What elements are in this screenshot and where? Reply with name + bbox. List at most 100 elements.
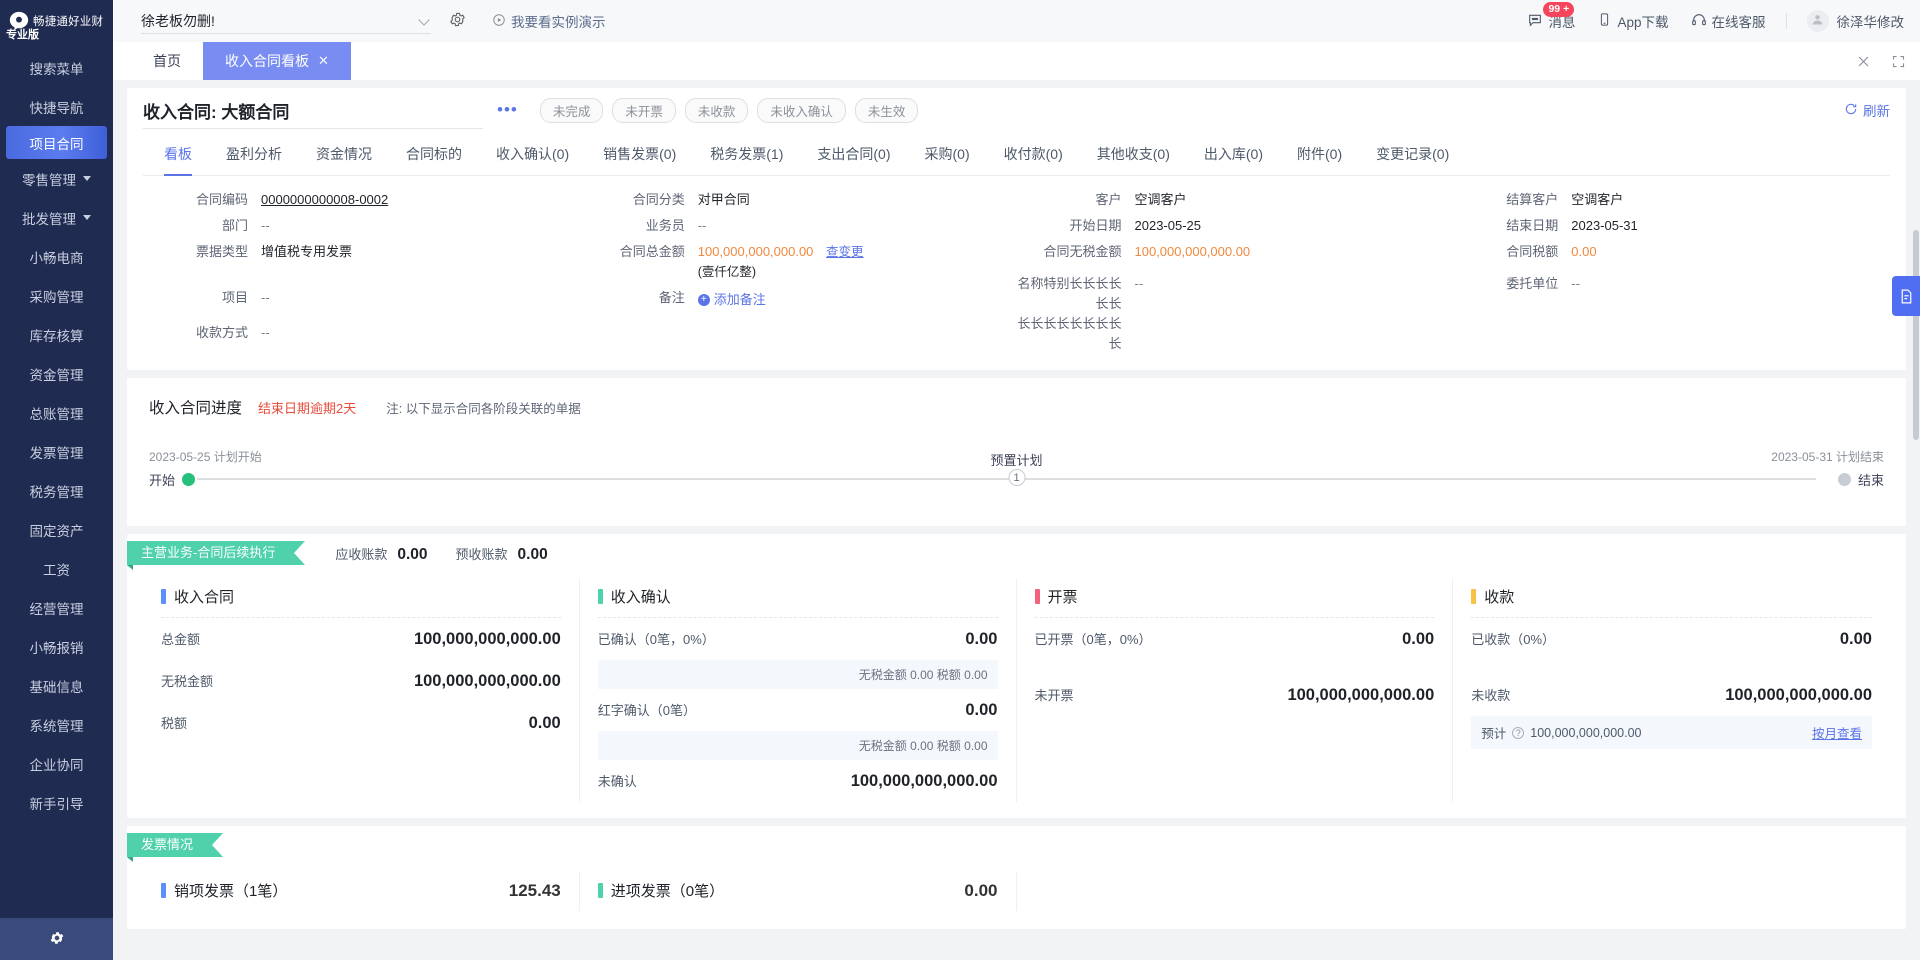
view-change-link[interactable]: 查变更 — [826, 245, 864, 259]
sidebar-item-3[interactable]: 零售管理 — [0, 159, 113, 198]
tab-purchase[interactable]: 采购(0) — [908, 132, 987, 175]
tab-attachment[interactable]: 附件(0) — [1280, 132, 1359, 175]
sidebar-item-0[interactable]: 搜索菜单 — [0, 48, 113, 87]
progress-end-node[interactable]: 结束 — [1837, 470, 1884, 489]
info-row: 委托单位 -- — [1453, 274, 1874, 294]
sidebar-item-12[interactable]: 固定资产 — [0, 510, 113, 549]
info-column-1: 合同编码 0000000000008-0002 部门 -- 票据类型 增值税专用… — [143, 190, 580, 360]
online-service-button[interactable]: 在线客服 — [1691, 11, 1766, 31]
kpi-card-header: 收入合同 — [161, 578, 561, 617]
view-by-month-link[interactable]: 按月查看 — [1811, 727, 1862, 741]
page-scrollbar[interactable] — [1913, 230, 1919, 440]
progress-mid-node[interactable]: 预置计划 1 — [991, 453, 1043, 486]
kpi-grid: 收入合同 总金额 100,000,000,000.00 无税金额 100,000… — [127, 574, 1906, 802]
avatar[interactable] — [1806, 10, 1829, 32]
tab-expense-contract[interactable]: 支出合同(0) — [800, 132, 907, 175]
tab-fund-status[interactable]: 资金情况 — [299, 132, 389, 175]
sidebar-settings-button[interactable] — [0, 918, 113, 960]
tab-profit-analysis[interactable]: 盈利分析 — [209, 132, 299, 175]
refresh-icon — [1844, 102, 1858, 119]
settings-button[interactable] — [449, 11, 466, 31]
invoice-card-value: 0.00 — [964, 880, 998, 900]
contract-code-link[interactable]: 0000000000008-0002 — [261, 192, 389, 207]
chevron-down-icon — [83, 176, 91, 181]
progress-start-node[interactable]: 开始 — [149, 470, 196, 489]
add-note-button[interactable]: + 添加备注 — [697, 290, 766, 310]
messages-button[interactable]: 消息 99 + — [1527, 2, 1576, 31]
progress-start-date: 2023-05-25 计划开始 — [149, 450, 262, 464]
tab-payment[interactable]: 收付款(0) — [987, 132, 1080, 175]
question-icon[interactable]: ? — [1512, 726, 1525, 739]
tab-other-income-expense[interactable]: 其他收支(0) — [1080, 132, 1187, 175]
page-body[interactable]: 收入合同: 大额合同 ••• 未完成 未开票 未收款 未收入确认 未生效 — [113, 80, 1920, 960]
sidebar-item-5[interactable]: 小畅电商 — [0, 237, 113, 276]
progress-line — [197, 478, 1816, 480]
sidebar-item-15[interactable]: 小畅报销 — [0, 627, 113, 666]
messages-label: 消息 — [1548, 15, 1576, 30]
kpi-card-receipt: 收款 已收款（0%） 0.00 未收款 100,000,000,000.00 — [1453, 578, 1890, 802]
invoice-card-header: 销项发票（1笔） 125.43 — [161, 872, 561, 911]
window-tab-home[interactable]: 首页 — [131, 42, 203, 80]
sidebar-item-2[interactable]: 项目合同 — [6, 126, 107, 159]
account-select[interactable]: 徐老板勿删! — [141, 8, 431, 34]
color-bar-icon — [161, 883, 166, 898]
sidebar-item-1[interactable]: 快捷导航 — [0, 87, 113, 126]
demo-link[interactable]: 我要看实例演示 — [492, 11, 606, 31]
sidebar-item-14[interactable]: 经营管理 — [0, 588, 113, 627]
chevron-down-icon — [83, 215, 91, 220]
sidebar-item-17[interactable]: 系统管理 — [0, 705, 113, 744]
invoice-card-input: 进项发票（0笔） 0.00 — [580, 872, 1017, 911]
sidebar-item-9[interactable]: 总账管理 — [0, 393, 113, 432]
tab-kanban[interactable]: 看板 — [147, 132, 209, 176]
kpi-row: 未确认 100,000,000,000.00 — [598, 760, 998, 802]
sidebar-item-8[interactable]: 资金管理 — [0, 354, 113, 393]
info-value: 对甲合同 — [697, 192, 750, 207]
document-edit-icon[interactable] — [1892, 276, 1920, 316]
fullscreen-icon[interactable] — [1891, 54, 1906, 69]
refresh-button[interactable]: 刷新 — [1844, 100, 1890, 120]
tab-change-record[interactable]: 变更记录(0) — [1359, 132, 1466, 175]
sidebar-item-7[interactable]: 库存核算 — [0, 315, 113, 354]
execution-ribbon-label: 主营业务-合同后续执行 — [127, 541, 306, 570]
account-select-value: 徐老板勿删! — [141, 12, 215, 29]
kpi-card-title: 收款 — [1484, 589, 1515, 606]
user-name[interactable]: 徐泽华修改 — [1836, 15, 1905, 30]
more-dots-icon[interactable]: ••• — [497, 100, 518, 119]
close-icon[interactable]: ✕ — [318, 53, 329, 68]
app-download-button[interactable]: App下载 — [1597, 11, 1669, 31]
topbar-divider — [1785, 13, 1787, 29]
sidebar-item-18[interactable]: 企业协同 — [0, 744, 113, 783]
kpi-estimate-label: 预计 — [1481, 727, 1507, 741]
tab-contract-subject[interactable]: 合同标的 — [389, 132, 479, 175]
tab-tax-invoice[interactable]: 税务发票(1) — [693, 132, 800, 175]
sidebar-item-19[interactable]: 新手引导 — [0, 783, 113, 822]
sidebar-item-4[interactable]: 批发管理 — [0, 198, 113, 237]
status-tags: 未完成 未开票 未收款 未收入确认 未生效 — [539, 97, 919, 123]
info-value: -- — [261, 218, 270, 233]
tab-sales-invoice[interactable]: 销售发票(0) — [586, 132, 693, 175]
info-label: 名称特别长长长长长长 长长长长长长长长长 — [1017, 276, 1122, 351]
brand-edition: 专业版 — [6, 29, 39, 41]
info-value-group: 100,000,000,000.00 查变更 (壹仟亿整) — [698, 242, 1001, 282]
sidebar-item-label: 搜索菜单 — [29, 61, 84, 77]
invoice-grid-spacer — [1453, 872, 1890, 911]
tab-income-confirm[interactable]: 收入确认(0) — [479, 132, 586, 175]
close-icon[interactable] — [1856, 54, 1871, 69]
kpi-row: 已收款（0%） 0.00 — [1471, 618, 1872, 660]
sidebar-item-10[interactable]: 发票管理 — [0, 432, 113, 471]
info-value: -- — [1134, 276, 1144, 291]
kpi-value: 100,000,000,000.00 — [413, 630, 561, 648]
window-tab-contract-board[interactable]: 收入合同看板 ✕ — [203, 42, 351, 80]
progress-start-dot-icon — [182, 473, 196, 486]
sidebar-item-16[interactable]: 基础信息 — [0, 666, 113, 705]
sidebar-item-11[interactable]: 税务管理 — [0, 471, 113, 510]
tab-warehouse[interactable]: 出入库(0) — [1187, 132, 1280, 175]
status-badge: 未生效 — [854, 97, 919, 123]
sidebar-item-13[interactable]: 工资 — [0, 549, 113, 588]
stat-label: 应收账款 — [335, 547, 388, 562]
gear-icon — [49, 930, 65, 949]
info-label: 结束日期 — [1506, 218, 1559, 233]
avatar-icon — [1810, 12, 1825, 30]
sidebar-item-6[interactable]: 采购管理 — [0, 276, 113, 315]
info-column-4: 结算客户 空调客户 结束日期 2023-05-31 合同税额 0.00 — [1453, 190, 1890, 360]
